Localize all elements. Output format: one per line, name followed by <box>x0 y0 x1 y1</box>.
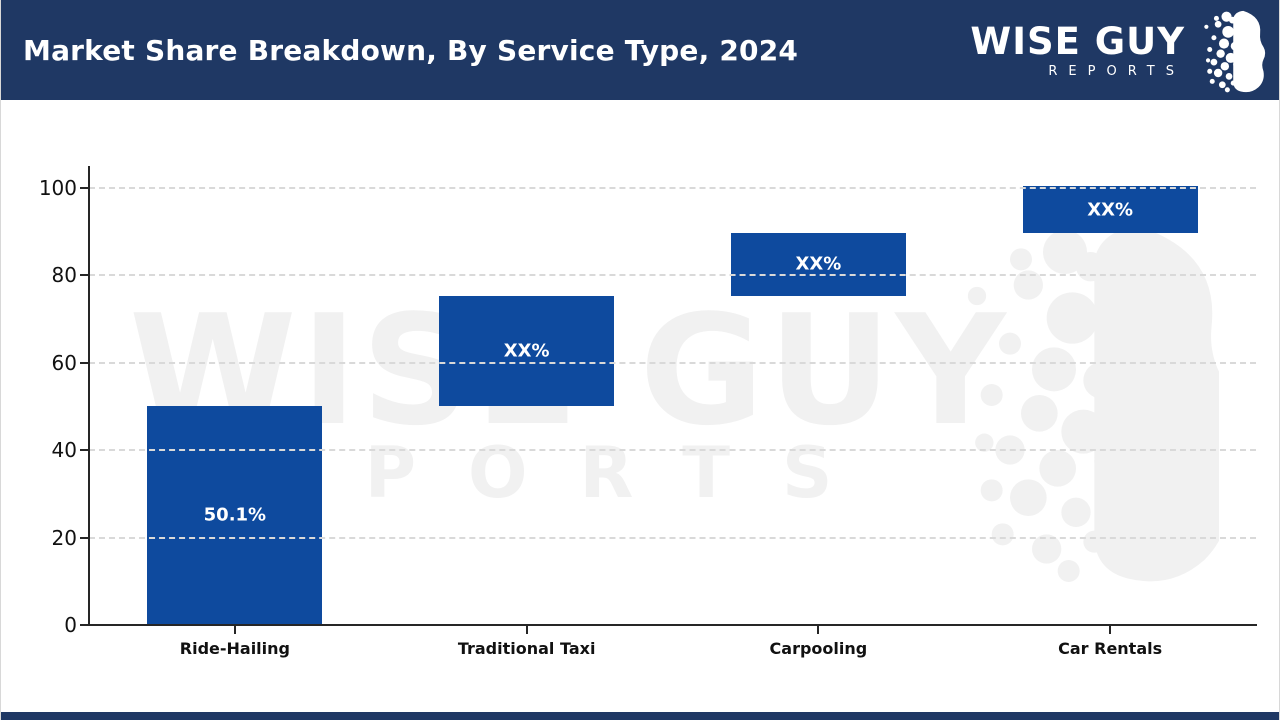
chart-title: Market Share Breakdown, By Service Type,… <box>23 33 799 67</box>
y-tick-label: 40 <box>51 438 77 463</box>
brand-subname: REPORTS <box>1048 64 1185 79</box>
y-tick-label: 60 <box>51 350 77 375</box>
brand-logo: WISE GUY REPORTS <box>970 8 1266 94</box>
bar-segment <box>730 232 906 297</box>
x-category-label: Traditional Taxi <box>457 639 596 658</box>
y-tick-mark <box>80 536 88 539</box>
y-tick-mark <box>80 274 88 277</box>
x-tick-mark <box>525 626 528 634</box>
x-category-label: Car Rentals <box>1058 639 1163 658</box>
gridline <box>89 361 1256 364</box>
y-tick-mark <box>80 186 88 189</box>
bar-segment <box>439 296 615 406</box>
bar-value-label: XX% <box>1087 199 1134 221</box>
bar-value-label: XX% <box>795 253 842 275</box>
gridline <box>89 536 1256 539</box>
watermark-face-icon <box>967 226 1219 582</box>
y-tick-label: 20 <box>51 525 77 550</box>
bar-segment <box>147 405 323 625</box>
y-tick-mark <box>80 624 88 626</box>
brand-name: WISE GUY <box>970 20 1185 63</box>
x-tick-mark <box>233 626 236 634</box>
x-axis-line <box>88 624 1257 626</box>
bar-segment <box>1022 186 1198 233</box>
x-tick-mark <box>817 626 820 634</box>
y-tick-label: 0 <box>64 613 77 637</box>
gridline <box>89 186 1256 189</box>
x-tick-mark <box>1109 626 1112 634</box>
brand-logo-text: WISE GUY REPORTS <box>970 20 1185 80</box>
gridline <box>89 449 1256 452</box>
x-category-label: Ride-Hailing <box>179 639 290 658</box>
bar-value-label: 50.1% <box>203 504 267 526</box>
y-axis-line <box>88 166 90 626</box>
y-tick-mark <box>80 449 88 452</box>
wiseguy-face-icon <box>1204 10 1266 93</box>
bar-value-label: XX% <box>503 340 550 362</box>
footer-accent-bar <box>1 712 1279 720</box>
gridline <box>89 274 1256 277</box>
y-tick-mark <box>80 361 88 364</box>
header-bar: Market Share Breakdown, By Service Type,… <box>1 0 1279 100</box>
x-category-label: Carpooling <box>769 639 868 658</box>
y-tick-label: 100 <box>38 175 77 200</box>
y-tick-label: 80 <box>51 263 77 288</box>
